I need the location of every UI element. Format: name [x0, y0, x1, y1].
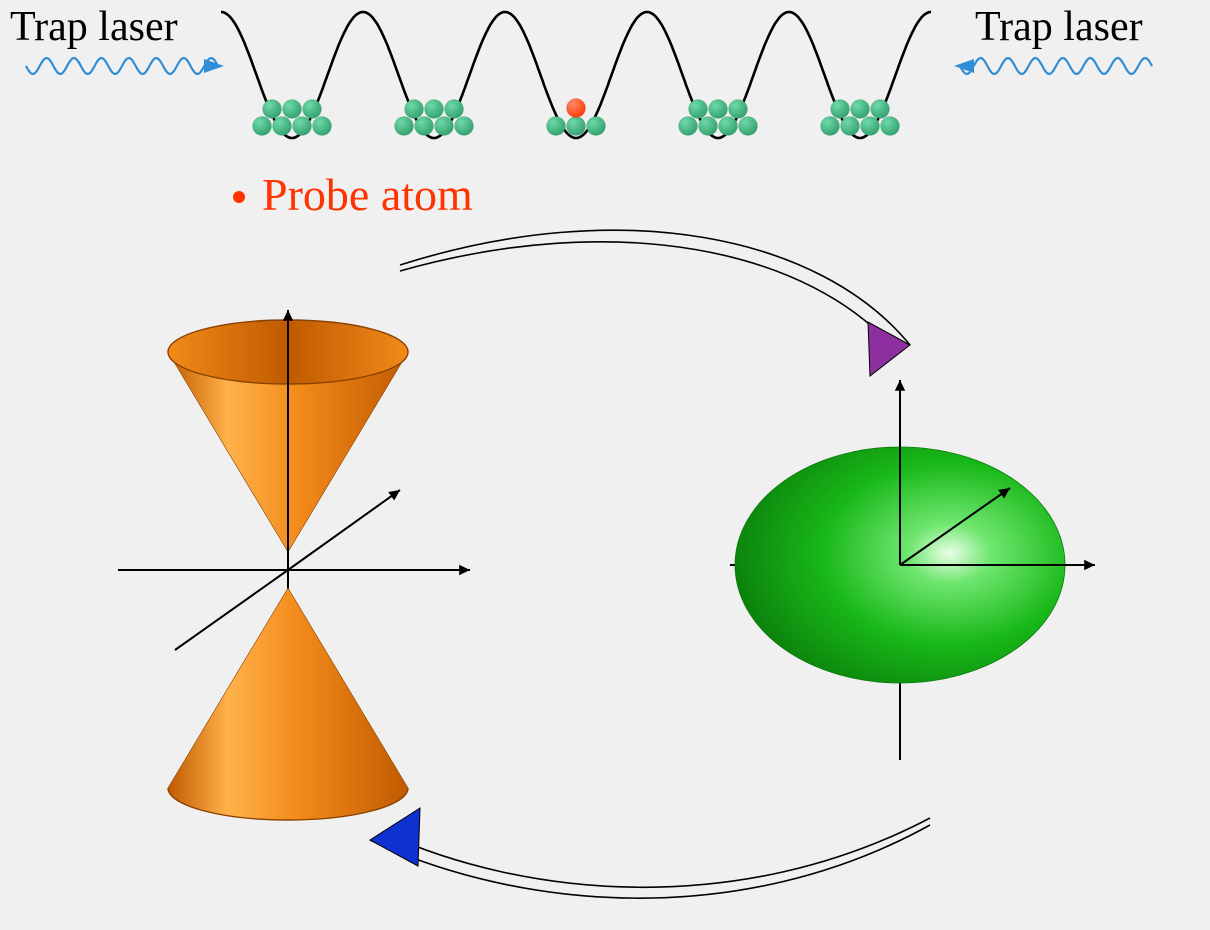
- bath-atom: [445, 100, 464, 119]
- cycle-arrow-top-outer: [400, 230, 910, 345]
- probe-atom-bullet: [233, 191, 245, 203]
- bath-atom: [283, 100, 302, 119]
- bath-atom: [547, 117, 566, 136]
- axis-x-head: [459, 565, 470, 575]
- bath-atom: [263, 100, 282, 119]
- bath-atom: [729, 100, 748, 119]
- bath-atom: [679, 117, 698, 136]
- trap-laser-right-label: Trap laser: [975, 4, 1143, 50]
- cycle-arrow-bottom-head: [370, 808, 420, 866]
- cycle-arrow-bottom-inner: [382, 818, 930, 887]
- bath-atom: [719, 117, 738, 136]
- bath-atom: [709, 100, 728, 119]
- axis-y-head: [895, 380, 905, 391]
- bath-atom: [313, 117, 332, 136]
- bath-atom: [871, 100, 890, 119]
- trap-laser-left-label: Trap laser: [10, 4, 178, 50]
- bath-atom: [395, 117, 414, 136]
- axis-z-head: [388, 490, 400, 501]
- bath-atom: [699, 117, 718, 136]
- bath-atom: [587, 117, 606, 136]
- cone-lower: [168, 588, 408, 820]
- bath-atom: [435, 117, 454, 136]
- trap-laser-wave: [960, 58, 1152, 74]
- cycle-arrow-top-head: [868, 322, 910, 376]
- axis-y-head: [283, 310, 293, 321]
- bath-atom: [851, 100, 870, 119]
- bath-atom: [425, 100, 444, 119]
- probe-atom: [567, 99, 586, 118]
- bath-atom: [881, 117, 900, 136]
- bath-atom: [689, 100, 708, 119]
- bath-atom: [739, 117, 758, 136]
- axis-x-head: [1084, 560, 1095, 570]
- bath-atom: [405, 100, 424, 119]
- cycle-arrow-top-inner: [400, 242, 898, 353]
- bath-atom: [253, 117, 272, 136]
- bath-atom: [567, 117, 586, 136]
- bath-atom: [831, 100, 850, 119]
- trap-laser-wave: [26, 58, 218, 74]
- left-panel: [118, 310, 470, 820]
- bath-atom: [861, 117, 880, 136]
- bath-atom: [415, 117, 434, 136]
- bath-atom: [273, 117, 292, 136]
- right-panel: [730, 380, 1095, 760]
- bath-atom: [303, 100, 322, 119]
- bath-atom: [293, 117, 312, 136]
- bath-atom: [455, 117, 474, 136]
- bath-atom: [821, 117, 840, 136]
- probe-atom-label: Probe atom: [262, 169, 473, 220]
- bath-atom: [841, 117, 860, 136]
